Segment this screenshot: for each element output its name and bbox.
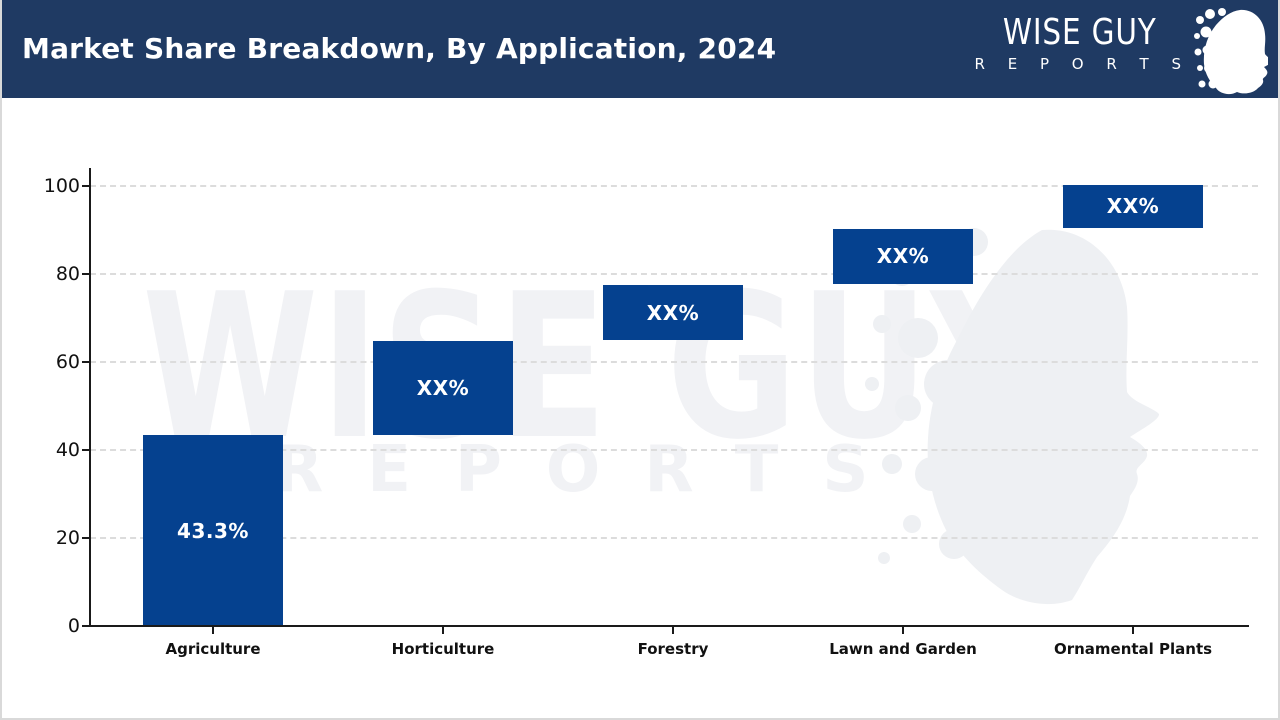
bar-forestry: XX% — [603, 285, 743, 341]
wiseguy-logo-face-icon — [1194, 8, 1268, 95]
x-tick-mark — [672, 627, 674, 634]
page-title: Market Share Breakdown, By Application, … — [22, 32, 777, 65]
category-label-agriculture: Agriculture — [165, 640, 261, 658]
watermark-reports-text: REPORTS — [274, 433, 913, 507]
y-tick-label: 60 — [55, 351, 80, 373]
y-tick-label: 100 — [43, 175, 80, 197]
y-tick-label: 0 — [67, 615, 80, 637]
y-axis-line — [89, 168, 91, 627]
wiseguy-reports-logo: WISE GUY R E P O R T S — [975, 4, 1268, 96]
logo-text: WISE GUY R E P O R T S — [969, 12, 1190, 73]
logo-wiseguy-text: WISE GUY — [1002, 12, 1157, 53]
y-tick-mark — [82, 449, 90, 451]
y-tick-label: 80 — [55, 263, 80, 285]
gridline-y-80 — [90, 273, 1258, 275]
bar-value-label: XX% — [1106, 194, 1160, 219]
y-tick-mark — [82, 361, 90, 363]
gridline-y-20 — [90, 537, 1258, 539]
x-tick-mark — [902, 627, 904, 634]
bar-ornamental-plants: XX% — [1063, 184, 1203, 229]
x-axis-line — [89, 625, 1249, 627]
category-label-horticulture: Horticulture — [391, 640, 495, 658]
bar-value-label: XX% — [876, 244, 930, 269]
bar-value-label: 43.3% — [177, 518, 249, 543]
watermark-wiseguy-text: WISE GUY — [142, 251, 1049, 484]
bar-value-label: XX% — [646, 300, 700, 325]
gridline-y-40 — [90, 449, 1258, 451]
bar-agriculture: 43.3% — [143, 435, 283, 626]
y-tick-mark — [82, 625, 90, 627]
y-tick-mark — [82, 537, 90, 539]
category-label-forestry: Forestry — [637, 640, 709, 658]
category-label-lawn-and-garden: Lawn and Garden — [829, 640, 977, 658]
category-label-ornamental-plants: Ornamental Plants — [1053, 640, 1213, 658]
bar-horticulture: XX% — [373, 341, 513, 435]
x-tick-mark — [1132, 627, 1134, 634]
y-tick-mark — [82, 273, 90, 275]
x-tick-mark — [442, 627, 444, 634]
bar-lawn-and-garden: XX% — [833, 228, 973, 284]
y-tick-mark — [82, 185, 90, 187]
y-tick-label: 40 — [55, 439, 80, 461]
logo-reports-text: R E P O R T S — [974, 55, 1190, 73]
y-tick-label: 20 — [55, 527, 80, 549]
bar-value-label: XX% — [416, 375, 470, 400]
gridline-y-60 — [90, 361, 1258, 363]
header-bar: Market Share Breakdown, By Application, … — [2, 0, 1278, 98]
x-tick-mark — [212, 627, 214, 634]
gridline-y-100 — [90, 185, 1258, 187]
